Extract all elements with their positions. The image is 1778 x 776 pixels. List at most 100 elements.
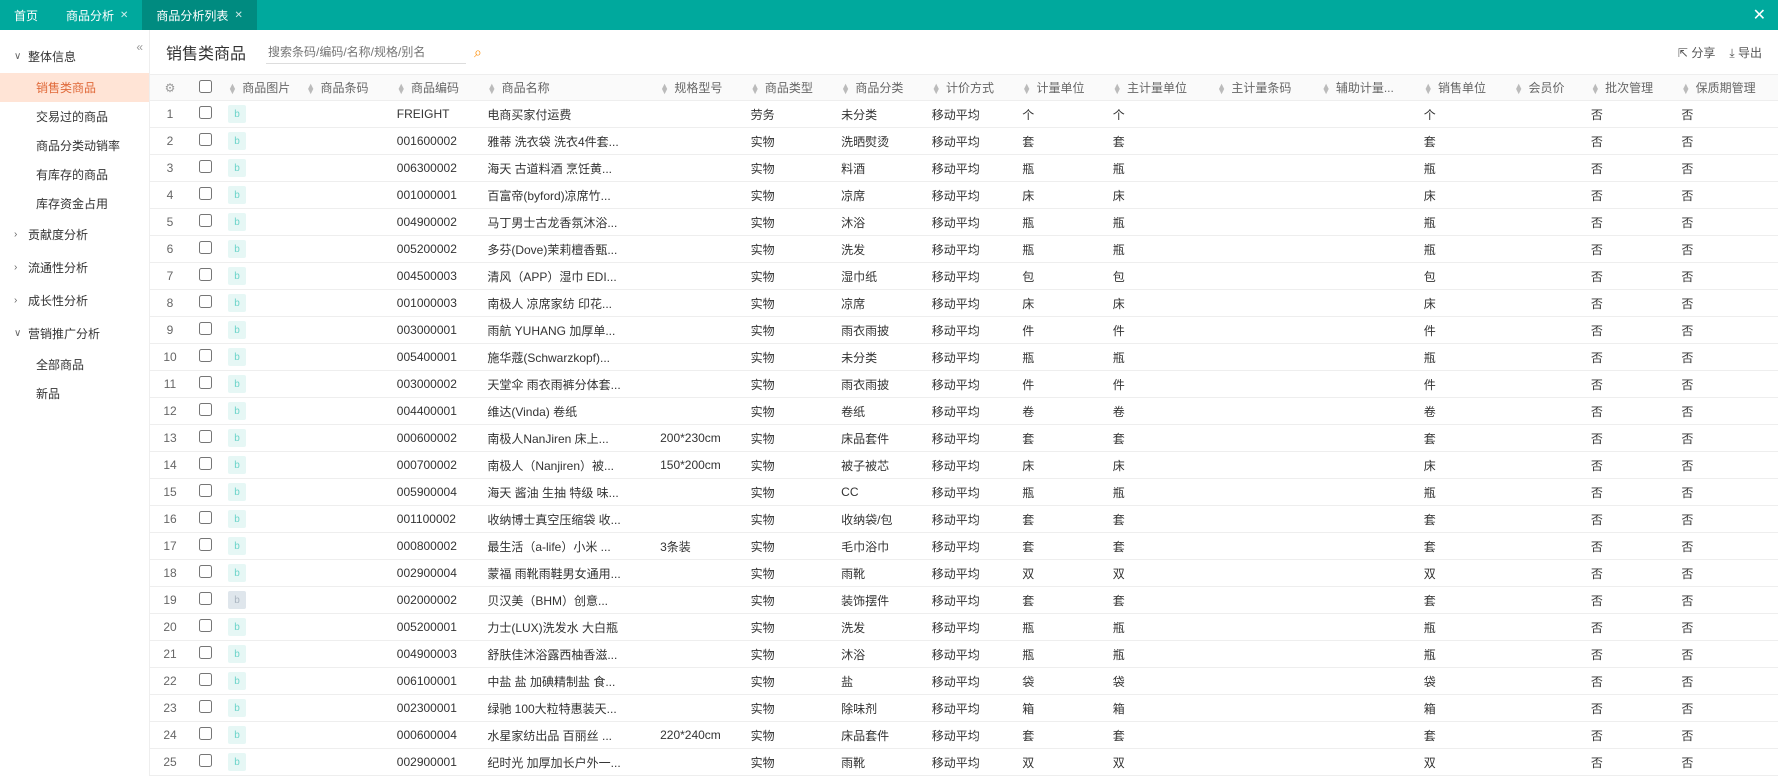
side-item[interactable]: 商品分类动销率 [0, 131, 149, 160]
table-row[interactable]: 20b005200001力士(LUX)洗发水 大白瓶实物洗发移动平均瓶瓶瓶否否 [150, 614, 1778, 641]
side-group[interactable]: ∨营销推广分析 [0, 317, 149, 350]
tab-首页[interactable]: 首页 [0, 0, 52, 30]
table-row[interactable]: 9b003000001雨航 YUHANG 加厚单...实物雨衣雨披移动平均件件件… [150, 317, 1778, 344]
table-row[interactable]: 23b002300001绿驰 100大粒特惠装天...实物除味剂移动平均箱箱箱否… [150, 695, 1778, 722]
side-group[interactable]: ›成长性分析 [0, 284, 149, 317]
table-row[interactable]: 14b000700002南极人（Nanjiren）被...150*200cm实物… [150, 452, 1778, 479]
table-row[interactable]: 12b004400001维达(Vinda) 卷纸实物卷纸移动平均卷卷卷否否 [150, 398, 1778, 425]
table-row[interactable]: 3b006300002海天 古道料酒 烹饪黄...实物料酒移动平均瓶瓶瓶否否 [150, 155, 1778, 182]
table-row[interactable]: 25b002900001纪时光 加厚加长户外一...实物雨靴移动平均双双双否否 [150, 749, 1778, 776]
tab-商品分析[interactable]: 商品分析✕ [52, 0, 142, 30]
cell-shelf: 否 [1673, 101, 1778, 128]
col-header[interactable]: ▲▼ 规格型号 [652, 75, 743, 101]
table-row[interactable]: 10b005400001施华蔻(Schwarzkopf)...实物未分类移动平均… [150, 344, 1778, 371]
close-all-icon[interactable]: ✕ [1753, 5, 1766, 25]
cell-name: 维达(Vinda) 卷纸 [479, 398, 652, 425]
col-header[interactable]: ▲▼ 主计量单位 [1105, 75, 1209, 101]
row-checkbox[interactable] [199, 268, 212, 281]
table-row[interactable]: 15b005900004海天 酱油 生抽 特级 味...实物CC移动平均瓶瓶瓶否… [150, 479, 1778, 506]
row-checkbox[interactable] [199, 349, 212, 362]
side-item[interactable]: 库存资金占用 [0, 189, 149, 218]
row-checkbox[interactable] [199, 106, 212, 119]
col-header[interactable]: ▲▼ 销售单位 [1416, 75, 1507, 101]
row-checkbox[interactable] [199, 295, 212, 308]
side-group[interactable]: ›流通性分析 [0, 251, 149, 284]
search-input[interactable] [266, 41, 466, 64]
row-checkbox[interactable] [199, 457, 212, 470]
row-checkbox[interactable] [199, 133, 212, 146]
row-checkbox[interactable] [199, 241, 212, 254]
side-item[interactable]: 全部商品 [0, 350, 149, 379]
row-checkbox[interactable] [199, 511, 212, 524]
side-item[interactable]: 有库存的商品 [0, 160, 149, 189]
col-header[interactable]: ▲▼ 商品编码 [389, 75, 480, 101]
col-header[interactable]: ▲▼ 商品条码 [298, 75, 389, 101]
cell-main-barcode [1209, 263, 1313, 290]
row-checkbox[interactable] [199, 376, 212, 389]
row-checkbox[interactable] [199, 727, 212, 740]
gear-icon[interactable]: ⚙ [165, 81, 176, 95]
side-item[interactable]: 新品 [0, 379, 149, 408]
export-button[interactable]: ⤓ 导出 [1729, 44, 1762, 61]
table-row[interactable]: 19b002000002贝汉美（BHM）创意...实物装饰摆件移动平均套套套否否 [150, 587, 1778, 614]
table-row[interactable]: 13b000600002南极人NanJiren 床上...200*230cm实物… [150, 425, 1778, 452]
col-header[interactable]: ▲▼ 主计量条码 [1209, 75, 1313, 101]
col-header[interactable]: ▲▼ 批次管理 [1583, 75, 1674, 101]
row-checkbox[interactable] [199, 430, 212, 443]
row-checkbox[interactable] [199, 619, 212, 632]
side-group[interactable]: ∨整体信息 [0, 40, 149, 73]
side-item[interactable]: 交易过的商品 [0, 102, 149, 131]
col-header[interactable]: ▲▼ 商品名称 [479, 75, 652, 101]
row-checkbox[interactable] [199, 592, 212, 605]
checkbox-all[interactable] [199, 80, 212, 93]
col-header[interactable]: ▲▼ 商品类型 [743, 75, 834, 101]
side-group[interactable]: ›贡献度分析 [0, 218, 149, 251]
col-header[interactable]: ▲▼ 辅助计量... [1314, 75, 1416, 101]
row-checkbox[interactable] [199, 700, 212, 713]
col-header[interactable]: ▲▼ 商品分类 [833, 75, 924, 101]
table-scroll[interactable]: ⚙▲▼ 商品图片▲▼ 商品条码▲▼ 商品编码▲▼ 商品名称▲▼ 规格型号▲▼ 商… [150, 74, 1778, 776]
col-header[interactable]: ▲▼ 商品图片 [220, 75, 298, 101]
row-checkbox[interactable] [199, 646, 212, 659]
col-checkbox-header[interactable] [190, 75, 220, 101]
row-checkbox[interactable] [199, 403, 212, 416]
row-checkbox[interactable] [199, 565, 212, 578]
table-row[interactable]: 4b001000001百富帝(byford)凉席竹...实物凉席移动平均床床床否… [150, 182, 1778, 209]
tab-close-icon[interactable]: ✕ [234, 10, 242, 21]
table-row[interactable]: 24b000600004水星家纺出品 百丽丝 ...220*240cm实物床品套… [150, 722, 1778, 749]
cell-cat: 湿巾纸 [833, 263, 924, 290]
table-row[interactable]: 18b002900004蒙福 雨靴雨鞋男女通用...实物雨靴移动平均双双双否否 [150, 560, 1778, 587]
table-row[interactable]: 16b001100002收纳博士真空压缩袋 收...实物收纳袋/包移动平均套套套… [150, 506, 1778, 533]
table-row[interactable]: 5b004900002马丁男士古龙香氛沐浴...实物沐浴移动平均瓶瓶瓶否否 [150, 209, 1778, 236]
col-header[interactable]: ▲▼ 会员价 [1506, 75, 1583, 101]
table-row[interactable]: 11b003000002天堂伞 雨衣雨裤分体套...实物雨衣雨披移动平均件件件否… [150, 371, 1778, 398]
row-checkbox[interactable] [199, 160, 212, 173]
table-row[interactable]: 22b006100001中盐 盐 加碘精制盐 食...实物盐移动平均袋袋袋否否 [150, 668, 1778, 695]
row-checkbox[interactable] [199, 673, 212, 686]
table-row[interactable]: 2b001600002雅蒂 洗衣袋 洗衣4件套...实物洗晒熨烫移动平均套套套否… [150, 128, 1778, 155]
table-row[interactable]: 8b001000003南极人 凉席家纺 印花...实物凉席移动平均床床床否否 [150, 290, 1778, 317]
col-header[interactable]: ▲▼ 保质期管理 [1673, 75, 1778, 101]
table-row[interactable]: 21b004900003舒肤佳沐浴露西柚香滋...实物沐浴移动平均瓶瓶瓶否否 [150, 641, 1778, 668]
cell-barcode [298, 101, 389, 128]
search-icon[interactable]: ⌕ [474, 44, 482, 61]
row-checkbox[interactable] [199, 484, 212, 497]
row-checkbox[interactable] [199, 322, 212, 335]
row-checkbox[interactable] [199, 214, 212, 227]
row-checkbox[interactable] [199, 187, 212, 200]
side-item[interactable]: 销售类商品 [0, 73, 149, 102]
row-checkbox[interactable] [199, 538, 212, 551]
table-row[interactable]: 7b004500003清风（APP）湿巾 EDI...实物湿巾纸移动平均包包包否… [150, 263, 1778, 290]
sidebar-collapse-icon[interactable]: « [136, 40, 143, 54]
share-button[interactable]: ⇱ 分享 [1678, 44, 1715, 61]
col-settings[interactable]: ⚙ [150, 75, 190, 101]
table-row[interactable]: 6b005200002多芬(Dove)茉莉檀香甄...实物洗发移动平均瓶瓶瓶否否 [150, 236, 1778, 263]
col-header[interactable]: ▲▼ 计量单位 [1014, 75, 1105, 101]
row-checkbox[interactable] [199, 754, 212, 767]
tab-close-icon[interactable]: ✕ [120, 10, 128, 21]
cell-unit: 套 [1014, 722, 1105, 749]
tab-商品分析列表[interactable]: 商品分析列表✕ [142, 0, 256, 30]
table-row[interactable]: 17b000800002最生活（a-life）小米 ...3条装实物毛巾浴巾移动… [150, 533, 1778, 560]
table-row[interactable]: 1bFREIGHT电商买家付运费劳务未分类移动平均个个个否否 [150, 101, 1778, 128]
col-header[interactable]: ▲▼ 计价方式 [924, 75, 1015, 101]
